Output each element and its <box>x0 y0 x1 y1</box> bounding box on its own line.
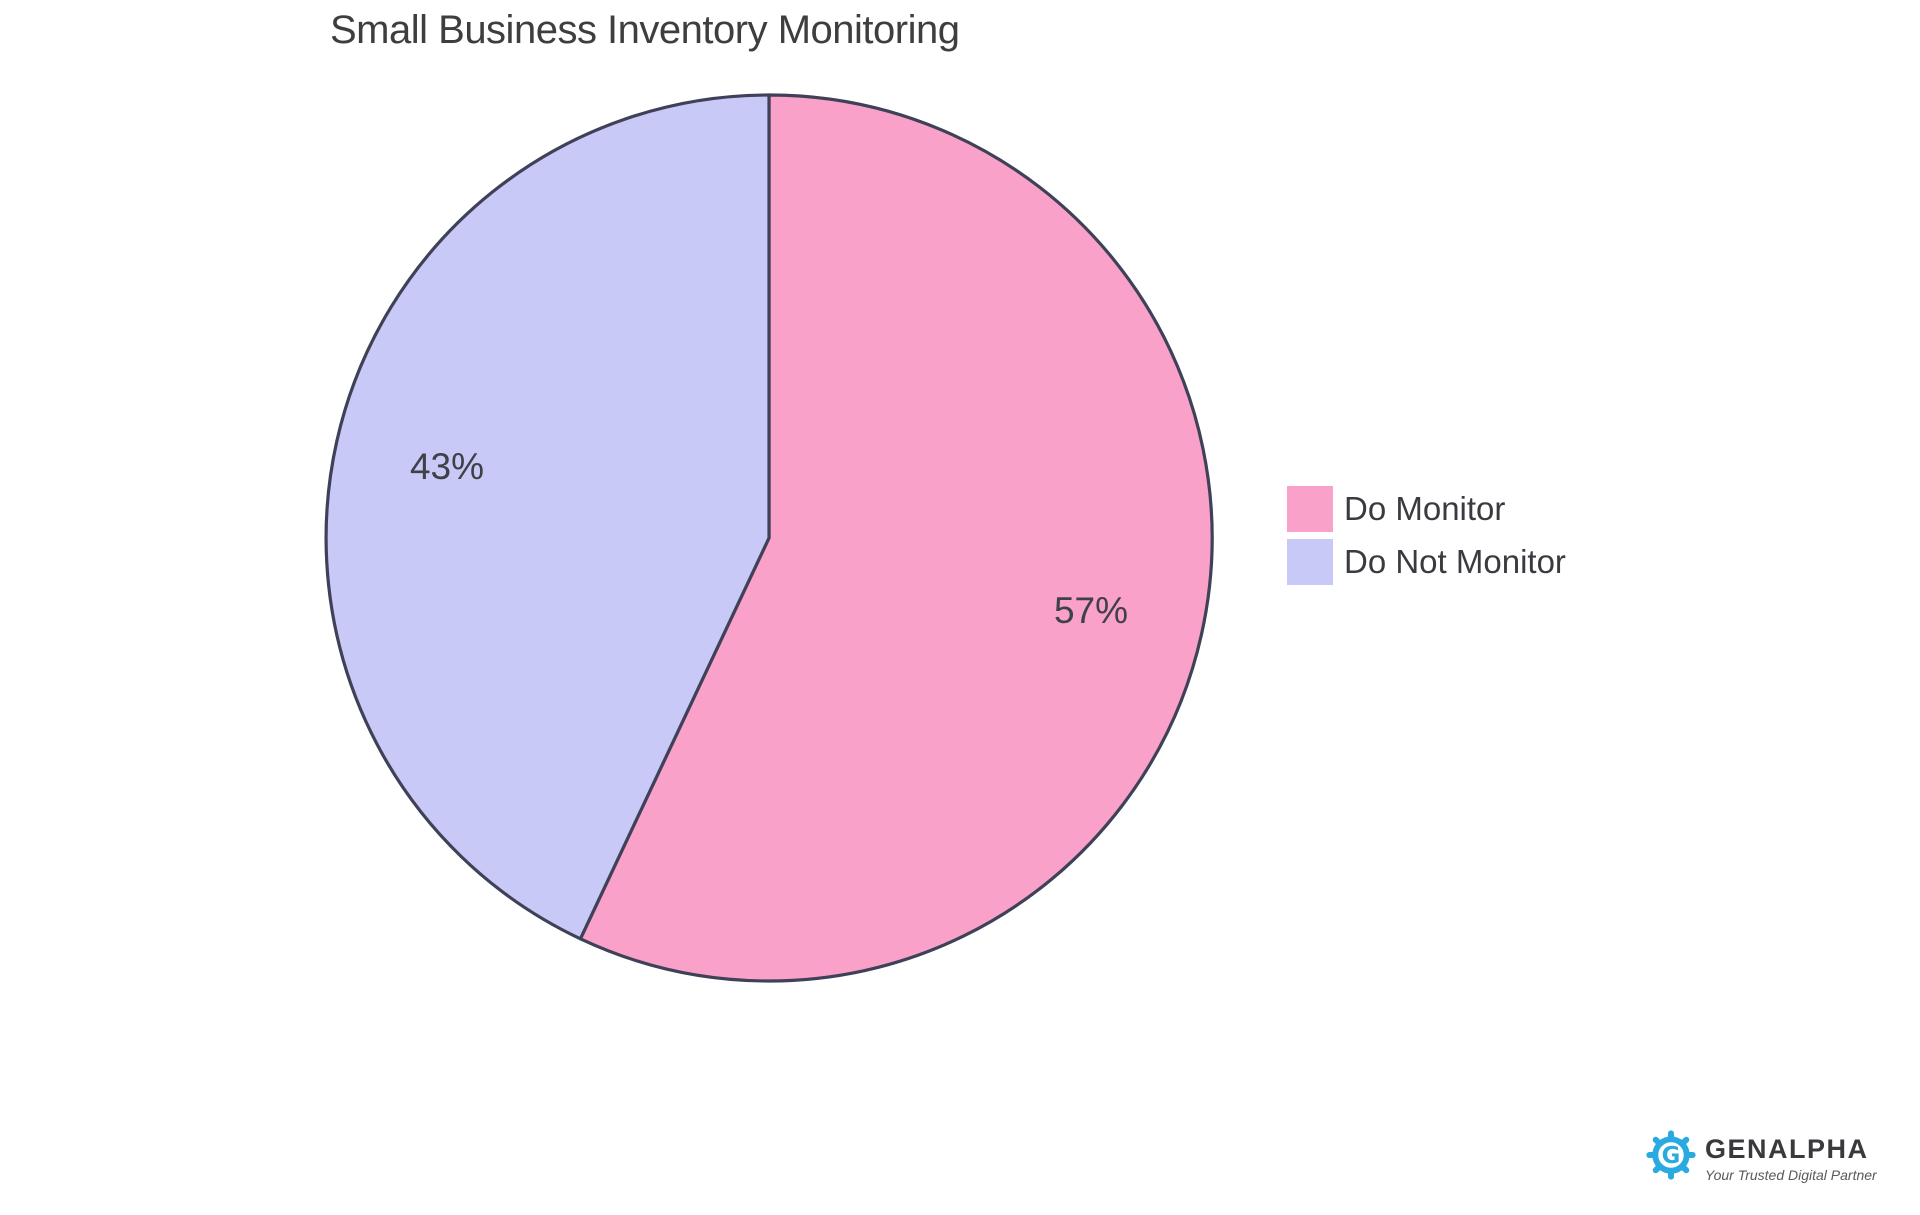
chart-title: Small Business Inventory Monitoring <box>330 8 960 52</box>
svg-text:G: G <box>1662 1143 1681 1169</box>
brand-tagline: Your Trusted Digital Partner <box>1705 1167 1877 1183</box>
legend-item-do-not-monitor: Do Not Monitor <box>1287 539 1566 585</box>
brand-name: GENALPHA <box>1705 1134 1869 1164</box>
legend-swatch-do-not-monitor <box>1287 539 1333 585</box>
pie-slice-do-monitor <box>578 93 1214 983</box>
gear-g-icon: G <box>1646 1130 1696 1180</box>
legend-label: Do Not Monitor <box>1344 543 1566 580</box>
brand-logo: G GENALPHA Your Trusted Digital Partner <box>1645 1128 1877 1183</box>
slice-label-do-not-monitor: 43% <box>410 446 484 487</box>
legend-label: Do Monitor <box>1344 490 1506 527</box>
pie-slice-do-not-monitor <box>324 93 771 941</box>
legend: Do Monitor Do Not Monitor <box>1287 486 1566 585</box>
brand-text-block: GENALPHA Your Trusted Digital Partner <box>1705 1128 1877 1184</box>
legend-item-do-monitor: Do Monitor <box>1287 486 1566 532</box>
legend-swatch-do-monitor <box>1287 486 1333 532</box>
slice-label-do-monitor: 57% <box>1054 590 1128 631</box>
